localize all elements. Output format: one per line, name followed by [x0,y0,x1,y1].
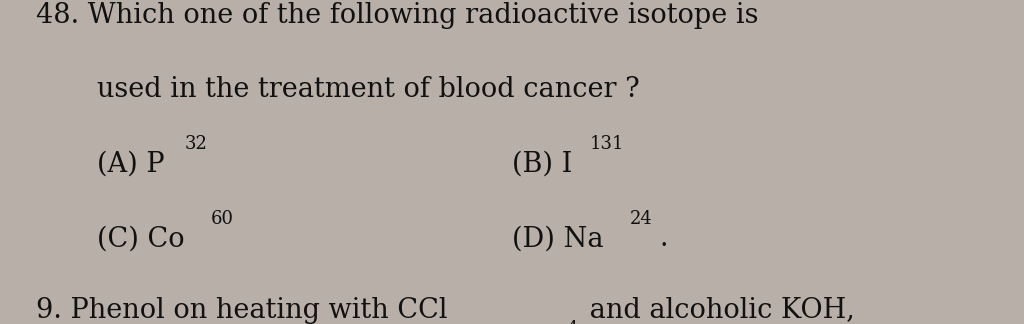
Text: (C) Co: (C) Co [97,225,185,252]
Text: and alcoholic KOH,: and alcoholic KOH, [582,296,855,324]
Text: 48. Which one of the following radioactive isotope is: 48. Which one of the following radioacti… [36,2,759,29]
Text: 24: 24 [630,210,653,227]
Text: (D) Na: (D) Na [512,225,603,252]
Text: .: . [659,225,668,252]
Text: 32: 32 [184,135,208,153]
Text: 131: 131 [590,135,625,153]
Text: 60: 60 [210,210,233,227]
Text: (A) P: (A) P [97,151,165,178]
Text: used in the treatment of blood cancer ?: used in the treatment of blood cancer ? [97,76,640,103]
Text: (B) I: (B) I [512,151,572,178]
Text: 9. Phenol on heating with CCl: 9. Phenol on heating with CCl [36,296,447,324]
Text: 4: 4 [567,320,579,324]
